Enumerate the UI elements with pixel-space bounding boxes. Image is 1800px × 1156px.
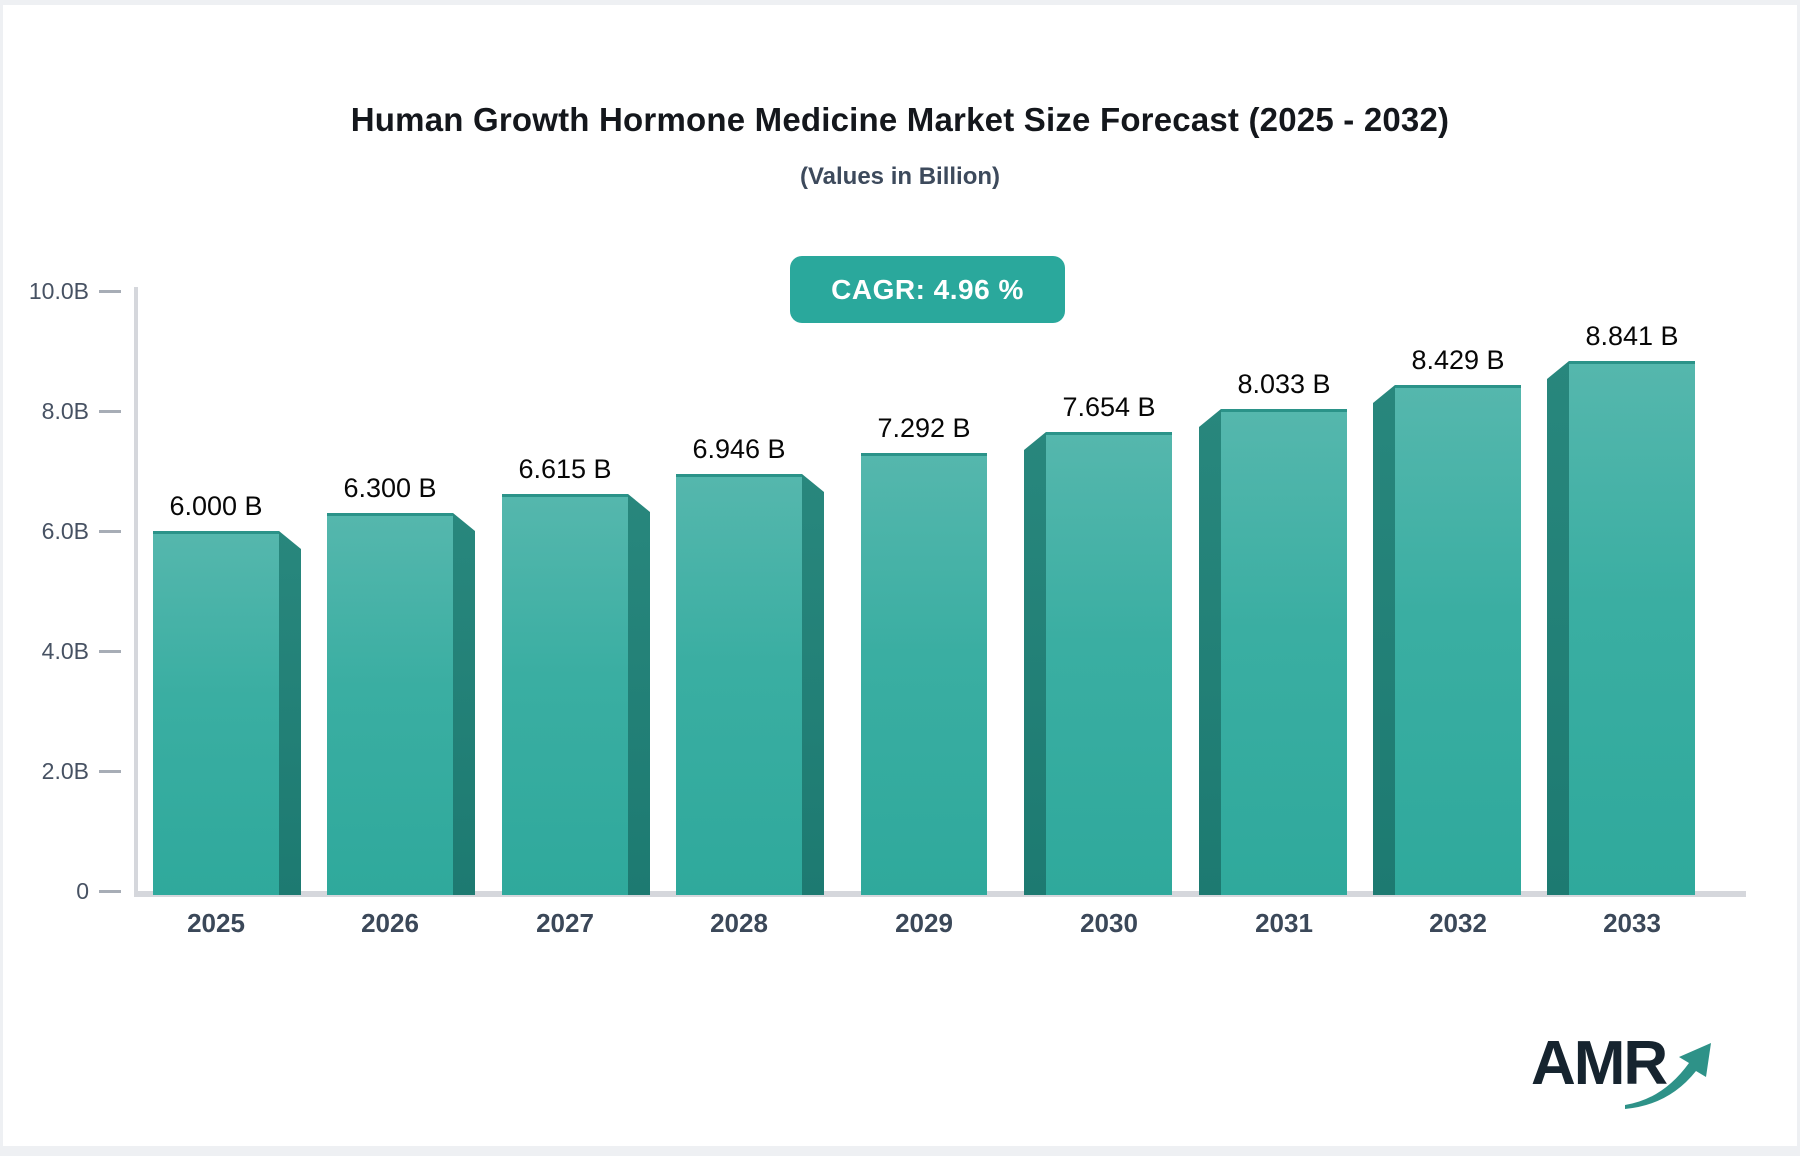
amr-logo-text: AMR — [1531, 1029, 1668, 1098]
bar-side-face — [279, 531, 301, 895]
y-tick-dash — [99, 770, 121, 773]
bar-2028 — [676, 474, 802, 895]
bar-side-face — [1199, 409, 1221, 895]
y-tick-dash — [99, 290, 121, 293]
bar-side-face — [453, 513, 475, 895]
bar-value-label: 6.000 B — [169, 491, 263, 521]
bar-value-label: 8.429 B — [1411, 345, 1505, 375]
bar-value-label: 7.654 B — [1062, 392, 1156, 422]
bar-value-label: 8.033 B — [1237, 369, 1331, 399]
y-tick-label: 4.0B — [41, 638, 89, 664]
bar-value-label: 6.615 B — [518, 454, 612, 484]
bar-side-face — [1024, 432, 1046, 895]
bar-2025 — [153, 531, 279, 895]
bar-side-face — [802, 474, 824, 895]
bar-side-face — [628, 494, 650, 895]
x-axis-label: 2033 — [1603, 908, 1661, 938]
y-tick-label: 0 — [76, 878, 89, 904]
y-tick-dash — [99, 530, 121, 533]
bar-2027 — [502, 494, 628, 895]
bar-side-face — [1373, 385, 1395, 895]
cagr-badge-label: CAGR: 4.96 % — [831, 273, 1024, 305]
bar-2032 — [1395, 385, 1521, 895]
y-axis-line — [134, 287, 138, 896]
bar-value-label: 7.292 B — [877, 413, 971, 443]
x-axis-label: 2030 — [1080, 908, 1138, 938]
bar-2026 — [327, 513, 453, 895]
bar-value-label: 6.946 B — [692, 434, 786, 464]
x-axis-label: 2032 — [1429, 908, 1487, 938]
y-tick-label: 8.0B — [41, 398, 89, 424]
chart-title: Human Growth Hormone Medicine Market Siz… — [350, 101, 1450, 138]
cagr-badge: CAGR: 4.96 % — [790, 256, 1065, 323]
bar-value-label: 8.841 B — [1585, 321, 1679, 351]
x-axis-label: 2029 — [895, 908, 953, 938]
amr-logo: AMR — [1531, 1033, 1721, 1113]
x-axis-label: 2028 — [710, 908, 768, 938]
y-tick-label: 10.0B — [28, 278, 89, 304]
trend-arrow-icon — [1625, 1043, 1711, 1109]
bar-side-face — [1547, 361, 1569, 895]
chart-subtitle: (Values in Billion) — [799, 163, 1001, 190]
bar-2030 — [1046, 432, 1172, 895]
y-tick-dash — [99, 410, 121, 413]
x-axis-label: 2025 — [187, 908, 245, 938]
y-tick-dash — [99, 890, 121, 893]
y-tick-label: 2.0B — [41, 758, 89, 784]
y-tick-dash — [99, 650, 121, 653]
bar-2031 — [1221, 409, 1347, 895]
y-tick-label: 6.0B — [41, 518, 89, 544]
chart-card: Human Growth Hormone Medicine Market Siz… — [3, 5, 1797, 1146]
bar-2029 — [861, 453, 987, 895]
bar-value-label: 6.300 B — [343, 473, 437, 503]
x-axis-label: 2027 — [536, 908, 594, 938]
x-axis-label: 2026 — [361, 908, 419, 938]
x-axis-label: 2031 — [1255, 908, 1313, 938]
bar-2033 — [1569, 361, 1695, 895]
